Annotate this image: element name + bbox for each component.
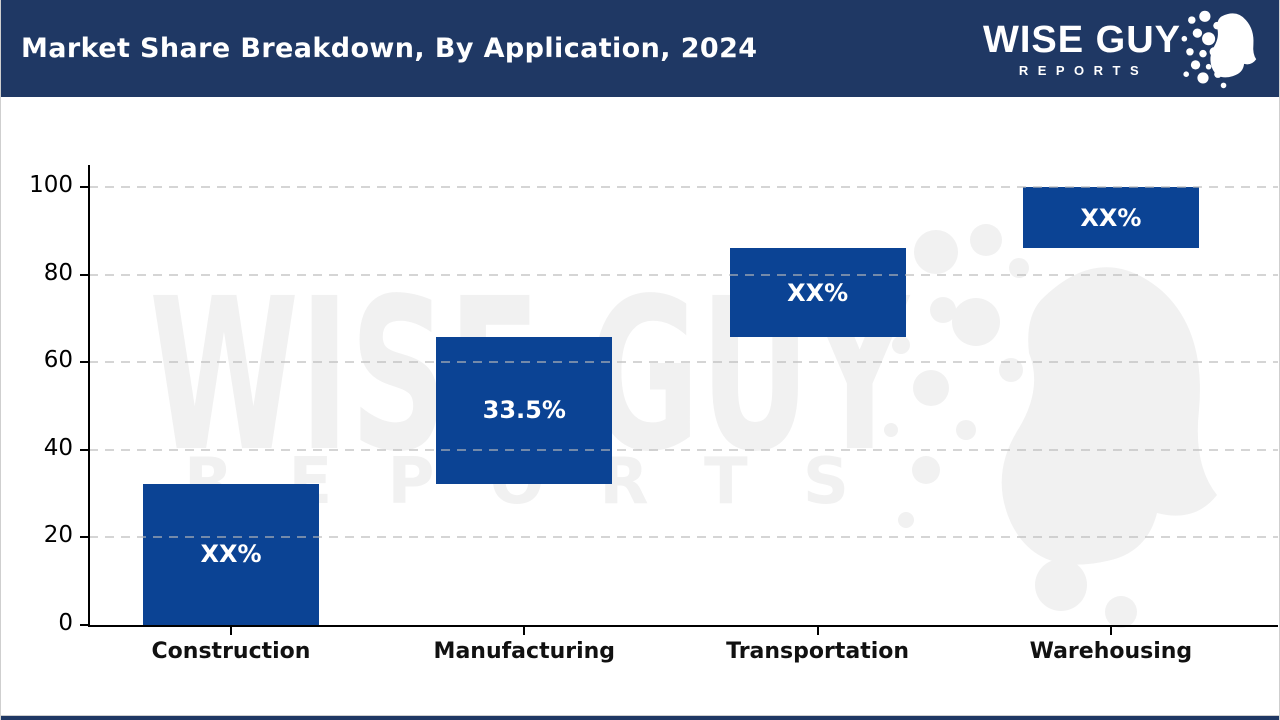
x-axis-spine bbox=[88, 625, 1278, 627]
bar-value-label: XX% bbox=[1080, 203, 1142, 232]
x-tick-warehousing bbox=[1109, 627, 1112, 635]
bar-construction: XX% bbox=[143, 483, 319, 625]
y-axis-spine bbox=[88, 165, 90, 627]
y-tick-label-80: 80 bbox=[43, 259, 73, 286]
gridline-20 bbox=[89, 536, 1278, 539]
y-tick-60 bbox=[80, 361, 89, 364]
logo-text: WISE GUY REPORTS bbox=[983, 21, 1181, 77]
gridline-80 bbox=[89, 273, 1278, 276]
bar-transportation: XX% bbox=[729, 248, 906, 337]
logo-wiseguy-label: WISE GUY bbox=[982, 18, 1181, 61]
wise-guy-head-logo-icon bbox=[1181, 10, 1257, 88]
y-tick-100 bbox=[80, 186, 89, 188]
bar-value-label: 33.5% bbox=[482, 396, 566, 425]
y-tick-label-40: 40 bbox=[43, 434, 73, 461]
y-tick-label-60: 60 bbox=[43, 347, 73, 374]
footer-bar bbox=[1, 716, 1279, 720]
x-label-warehousing: Warehousing bbox=[1029, 639, 1193, 664]
x-label-manufacturing: Manufacturing bbox=[433, 639, 616, 664]
wise-guy-logo: WISE GUY REPORTS bbox=[983, 7, 1259, 91]
gridline-60 bbox=[89, 361, 1278, 364]
y-tick-label-100: 100 bbox=[29, 172, 73, 198]
x-tick-construction bbox=[230, 627, 232, 635]
bar-manufacturing: 33.5% bbox=[436, 336, 613, 484]
wise-guy-head-watermark-icon bbox=[846, 224, 1217, 628]
gridline-100 bbox=[89, 186, 1278, 188]
y-tick-label-0: 0 bbox=[58, 610, 73, 636]
y-tick-80 bbox=[80, 273, 89, 276]
y-tick-20 bbox=[80, 536, 89, 539]
gridline-40 bbox=[89, 448, 1278, 451]
y-tick-0 bbox=[80, 624, 89, 626]
footer-hairline bbox=[1, 715, 1279, 716]
page-title: Market Share Breakdown, By Application, … bbox=[21, 33, 758, 64]
y-tick-label-20: 20 bbox=[43, 522, 73, 549]
header: Market Share Breakdown, By Application, … bbox=[1, 0, 1279, 97]
logo-reports-label: REPORTS bbox=[1018, 62, 1149, 78]
x-tick-transportation bbox=[816, 627, 819, 635]
x-label-construction: Construction bbox=[151, 639, 311, 664]
bar-value-label: XX% bbox=[787, 278, 849, 307]
bar-value-label: XX% bbox=[200, 540, 262, 569]
bar-warehousing: XX% bbox=[1022, 187, 1199, 249]
x-label-transportation: Transportation bbox=[726, 639, 910, 664]
x-tick-manufacturing bbox=[523, 627, 526, 635]
y-tick-40 bbox=[80, 448, 89, 451]
